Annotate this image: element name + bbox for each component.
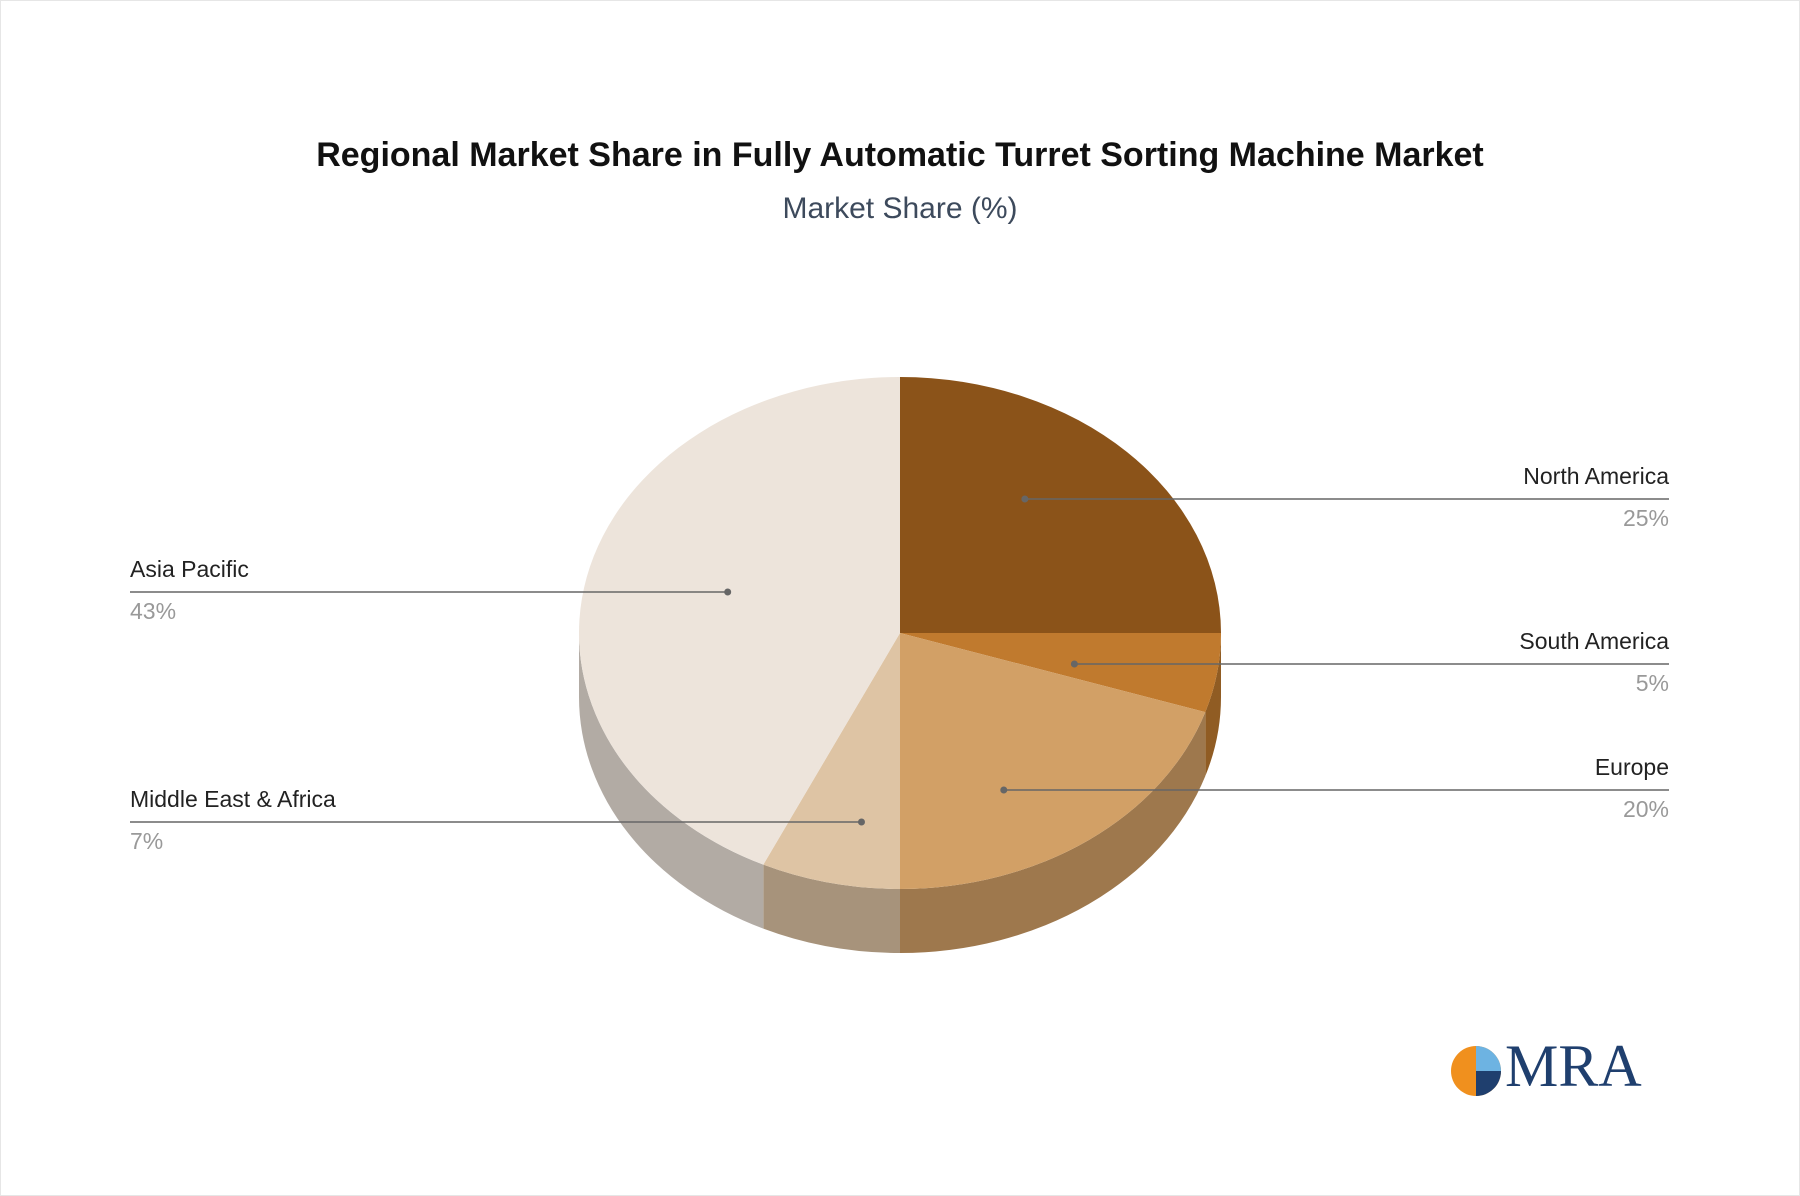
chart-title: Regional Market Share in Fully Automatic… bbox=[316, 136, 1484, 174]
leader-dot bbox=[1000, 786, 1008, 794]
slice-side bbox=[763, 864, 900, 953]
slice-side bbox=[900, 712, 1206, 953]
value-label: 5% bbox=[1636, 670, 1669, 696]
slice bbox=[579, 377, 900, 865]
leader-dot bbox=[724, 588, 732, 596]
slice bbox=[900, 633, 1221, 713]
chart-subtitle: Market Share (%) bbox=[782, 192, 1017, 225]
slice-side bbox=[579, 633, 764, 929]
pie bbox=[579, 377, 1221, 953]
slice bbox=[900, 633, 1206, 889]
legend-label: North America bbox=[1523, 463, 1669, 489]
leader-dot bbox=[1021, 495, 1029, 503]
logo-wedge bbox=[1476, 1046, 1501, 1071]
slice bbox=[900, 377, 1221, 633]
legend-label: Middle East & Africa bbox=[130, 786, 336, 812]
value-label: 25% bbox=[1623, 505, 1669, 531]
leader-dot bbox=[857, 818, 865, 826]
legend-label: Asia Pacific bbox=[130, 556, 249, 582]
legend-label: Europe bbox=[1595, 754, 1669, 780]
slice-side bbox=[1205, 633, 1221, 777]
value-label: 43% bbox=[130, 598, 176, 624]
legend-label: South America bbox=[1519, 628, 1669, 654]
logo: MRA bbox=[1451, 1033, 1642, 1099]
logo-wedge bbox=[1476, 1071, 1501, 1096]
value-label: 7% bbox=[130, 828, 163, 854]
value-label: 20% bbox=[1623, 796, 1669, 822]
slice bbox=[763, 633, 900, 889]
logo-text: MRA bbox=[1505, 1033, 1642, 1099]
leader-dot bbox=[1070, 660, 1078, 668]
